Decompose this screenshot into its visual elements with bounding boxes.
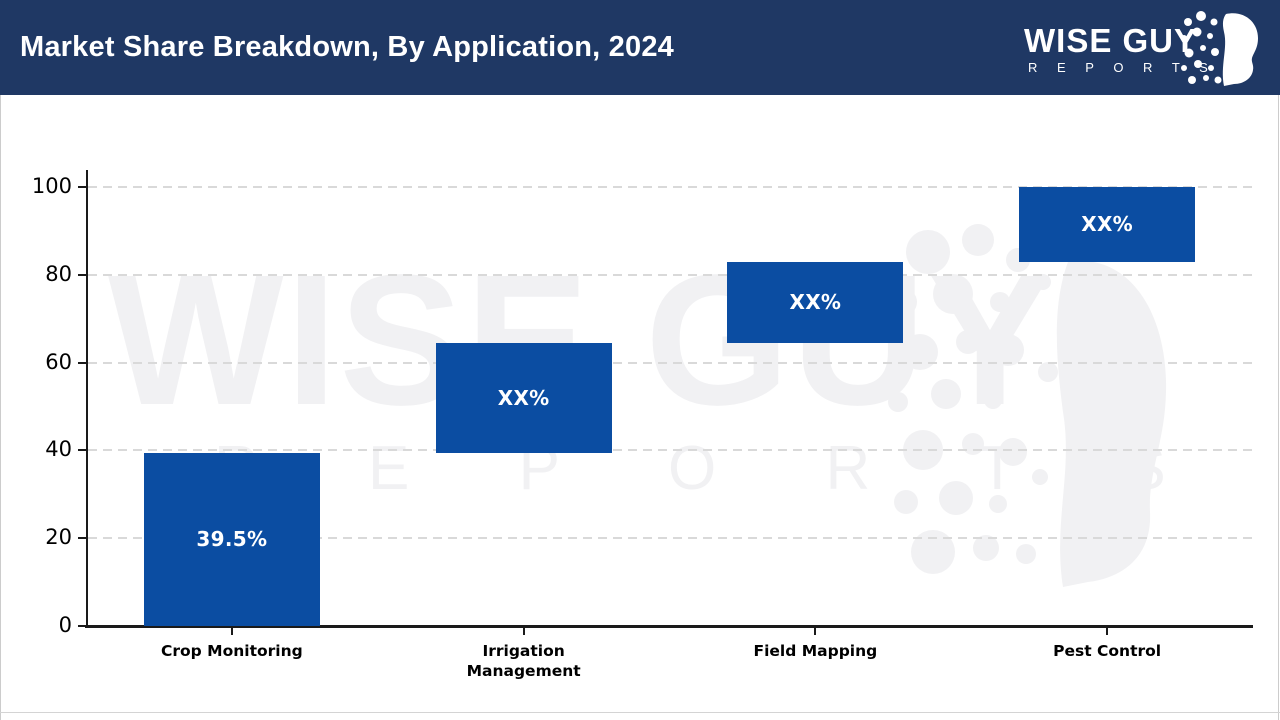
x-tick-mark (814, 628, 817, 635)
bar-crop-monitoring: 39.5% (143, 452, 320, 626)
y-tick-label-40: 40 (45, 437, 72, 462)
x-axis-label-field-mapping: Field Mapping (753, 642, 878, 660)
y-tick-mark-80 (78, 273, 86, 276)
y-tick-label-0: 0 (58, 613, 72, 637)
y-tick-label-80: 80 (45, 261, 72, 286)
x-axis-label-crop-monitoring: Crop Monitoring (161, 642, 303, 660)
bar-pest-control: XX% (1019, 187, 1196, 262)
y-tick-mark-40 (78, 449, 86, 452)
x-tick-mark (1106, 628, 1109, 635)
bar-value-label: XX% (497, 385, 550, 410)
right-border (1278, 95, 1279, 720)
gridline-40 (88, 449, 1253, 452)
y-tick-mark-0 (78, 625, 86, 627)
x-axis-label-pest-control: Pest Control (1053, 642, 1162, 660)
bar-value-label: XX% (1081, 212, 1134, 237)
chart-title: Market Share Breakdown, By Application, … (20, 31, 674, 63)
header-bar: Market Share Breakdown, By Application, … (0, 0, 1280, 95)
brand-wordmark: WISE GUY (1024, 22, 1198, 59)
gridline-80 (88, 273, 1253, 276)
bar-irrigation-management: XX% (435, 342, 612, 453)
y-tick-mark-20 (78, 537, 86, 540)
y-tick-label-100: 100 (31, 174, 72, 198)
x-axis-line (85, 625, 1253, 628)
bar-value-label: XX% (789, 290, 842, 315)
brand-face-icon (1181, 11, 1258, 87)
brand-logo: WISE GUY R E P O R T S (1012, 6, 1262, 90)
y-tick-label-60: 60 (45, 349, 72, 374)
gridline-20 (88, 537, 1253, 540)
y-axis-line (86, 170, 88, 627)
x-tick-mark (230, 628, 233, 635)
y-tick-mark-100 (78, 186, 86, 188)
bar-value-label: 39.5% (196, 527, 268, 552)
gridline-100 (88, 186, 1253, 188)
x-tick-mark (522, 628, 525, 635)
bar-field-mapping: XX% (727, 261, 904, 343)
gridline-60 (88, 361, 1253, 364)
y-tick-label-20: 20 (45, 525, 72, 550)
y-tick-mark-60 (78, 361, 86, 364)
bottom-border (0, 712, 1280, 713)
plot-area: 0 20 40 60 80 100 39.5% XX% XX% XX% Crop Monitor… (0, 95, 1280, 720)
left-border (0, 95, 1, 720)
brand-subtitle: R E P O R T S (1028, 60, 1216, 75)
x-axis-label-irrigation-management: Irrigation Management (466, 642, 581, 680)
